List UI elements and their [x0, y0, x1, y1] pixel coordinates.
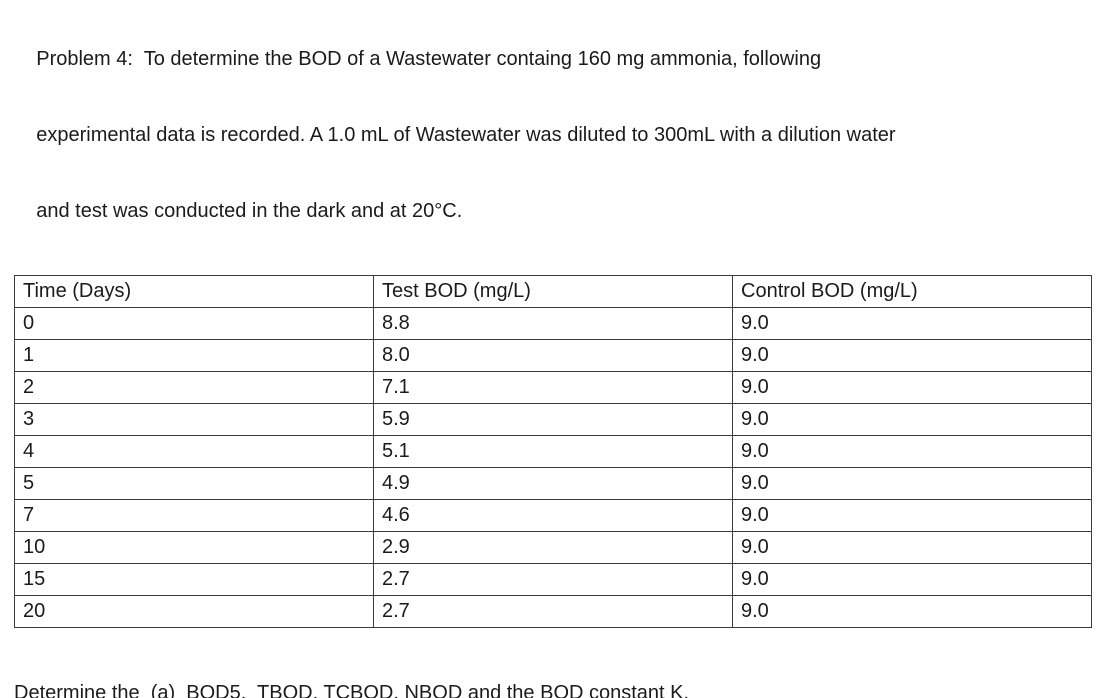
table-cell: 3 [14, 403, 374, 436]
problem-statement-line-3: and test was conducted in the dark and a… [36, 200, 463, 222]
table-cell: 1 [14, 339, 374, 372]
table-cell: 9.0 [732, 307, 1092, 340]
problem-statement: Problem 4: To determine the BOD of a Was… [14, 2, 1092, 268]
table-cell: 2.7 [373, 563, 733, 596]
table-cell: 15 [14, 563, 374, 596]
table-cell: 2.7 [373, 595, 733, 628]
bod-table-body: 0 8.8 9.0 1 8.0 9.0 2 7.1 9.0 3 5.9 9.0 4 5.1 9.0 5 4.9 9… [14, 307, 1092, 628]
table-cell: 4.9 [373, 467, 733, 500]
question-part-a: Determine the (a) BOD5, TBOD, TCBOD, NBO… [14, 682, 690, 698]
table-row: 3 5.9 9.0 [14, 403, 1092, 436]
table-cell: 9.0 [732, 371, 1092, 404]
column-header-test-bod: Test BOD (mg/L) [373, 275, 733, 308]
table-cell: 9.0 [732, 595, 1092, 628]
table-header-row: Time (Days) Test BOD (mg/L) Control BOD … [14, 275, 1092, 308]
table-row: 10 2.9 9.0 [14, 531, 1092, 564]
table-cell: 2 [14, 371, 374, 404]
problem-statement-line-2: experimental data is recorded. A 1.0 mL … [36, 124, 896, 146]
table-cell: 9.0 [732, 467, 1092, 500]
table-cell: 8.8 [373, 307, 733, 340]
table-row: 5 4.9 9.0 [14, 467, 1092, 500]
table-cell: 5.9 [373, 403, 733, 436]
column-header-time: Time (Days) [14, 275, 374, 308]
table-cell: 9.0 [732, 531, 1092, 564]
table-cell: 9.0 [732, 499, 1092, 532]
table-cell: 7.1 [373, 371, 733, 404]
table-row: 0 8.8 9.0 [14, 307, 1092, 340]
problem-statement-line-1: Problem 4: To determine the BOD of a Was… [36, 48, 822, 70]
table-cell: 2.9 [373, 531, 733, 564]
table-cell: 9.0 [732, 339, 1092, 372]
bod-table-header: Time (Days) Test BOD (mg/L) Control BOD … [14, 275, 1092, 308]
table-row: 2 7.1 9.0 [14, 371, 1092, 404]
table-row: 15 2.7 9.0 [14, 563, 1092, 596]
table-cell: 4.6 [373, 499, 733, 532]
bod-data-table: Time (Days) Test BOD (mg/L) Control BOD … [14, 275, 1092, 628]
table-row: 20 2.7 9.0 [14, 595, 1092, 628]
table-cell: 4 [14, 435, 374, 468]
table-cell: 9.0 [732, 435, 1092, 468]
column-header-control-bod: Control BOD (mg/L) [732, 275, 1092, 308]
table-cell: 7 [14, 499, 374, 532]
table-cell: 9.0 [732, 403, 1092, 436]
table-cell: 0 [14, 307, 374, 340]
table-cell: 9.0 [732, 563, 1092, 596]
table-row: 1 8.0 9.0 [14, 339, 1092, 372]
table-cell: 8.0 [373, 339, 733, 372]
table-row: 4 5.1 9.0 [14, 435, 1092, 468]
table-row: 7 4.6 9.0 [14, 499, 1092, 532]
table-cell: 10 [14, 531, 374, 564]
table-cell: 5.1 [373, 435, 733, 468]
table-cell: 20 [14, 595, 374, 628]
table-cell: 5 [14, 467, 374, 500]
